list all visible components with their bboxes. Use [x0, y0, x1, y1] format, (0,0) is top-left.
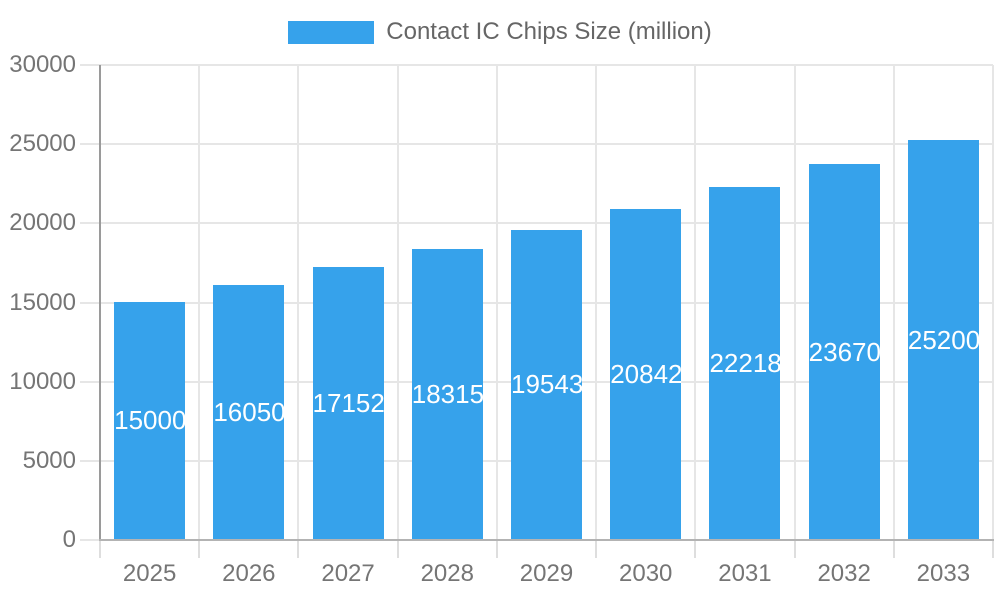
v-gridline	[396, 65, 399, 540]
x-tick-label: 2026	[222, 560, 276, 587]
x-tick-mark	[99, 540, 101, 558]
bar-value-label: 20842	[610, 359, 683, 390]
bar-2027[interactable]: 17152	[312, 267, 385, 539]
y-tick-label: 25000	[9, 130, 76, 158]
x-axis-line	[99, 539, 994, 541]
legend-item[interactable]: Contact IC Chips Size (million)	[0, 17, 1000, 47]
bar-value-label: 16050	[213, 396, 286, 427]
v-gridline	[892, 65, 895, 540]
y-tick-label: 0	[62, 526, 76, 553]
y-tick-mark	[80, 539, 100, 541]
bar-value-label: 23670	[808, 336, 881, 367]
bar-value-label: 15000	[114, 405, 187, 436]
y-tick-label: 30000	[9, 51, 76, 78]
y-tick-label: 10000	[9, 367, 76, 395]
x-tick-mark	[595, 540, 598, 558]
legend-label: Contact IC Chips Size (million)	[386, 18, 712, 45]
x-tick-label: 2033	[916, 560, 971, 587]
x-tick-mark	[892, 540, 895, 558]
bar-value-label: 25200	[907, 324, 981, 355]
bar-2026[interactable]: 16050	[213, 284, 286, 539]
h-gridline	[100, 64, 993, 66]
y-tick-label: 20000	[9, 209, 76, 237]
plot-area: 0 5000 10000 15000 20000 25000 30000 15000 2025 1…	[9, 52, 994, 587]
x-tick-mark	[793, 540, 796, 558]
x-tick-mark	[992, 540, 994, 558]
bar-2033[interactable]: 25200	[907, 140, 981, 539]
v-gridline	[793, 65, 796, 540]
v-gridline	[297, 65, 300, 540]
x-tick-label: 2029	[519, 560, 574, 587]
x-tick-mark	[495, 540, 498, 558]
bar-2030[interactable]: 20842	[610, 209, 683, 539]
v-gridline	[198, 65, 201, 540]
y-tick-mark	[80, 143, 100, 146]
y-tick-mark	[80, 64, 100, 66]
bar-2028[interactable]: 18315	[411, 249, 485, 539]
x-tick-mark	[198, 540, 201, 558]
bar-value-label: 17152	[312, 388, 385, 419]
bar-value-label: 22218	[709, 348, 782, 379]
h-gridline	[100, 143, 993, 146]
v-gridline	[495, 65, 498, 540]
x-tick-mark	[396, 540, 399, 558]
y-tick-mark	[80, 459, 100, 462]
x-tick-mark	[694, 540, 697, 558]
y-axis-line	[99, 65, 101, 540]
x-tick-label: 2030	[619, 560, 673, 587]
v-gridline	[992, 65, 994, 540]
y-tick-mark	[80, 222, 100, 225]
bar-value-label: 18315	[411, 379, 485, 410]
y-tick-mark	[80, 301, 100, 304]
x-tick-label: 2032	[817, 560, 871, 587]
x-tick-label: 2028	[420, 560, 474, 587]
y-tick-label: 15000	[9, 288, 76, 316]
bar-value-label: 19543	[511, 369, 584, 400]
x-tick-label: 2025	[122, 560, 177, 587]
v-gridline	[694, 65, 697, 540]
y-tick-mark	[80, 380, 100, 383]
bar-2029[interactable]: 19543	[511, 229, 584, 539]
x-tick-mark	[297, 540, 300, 558]
v-gridline	[595, 65, 598, 540]
bar-2025[interactable]: 15000	[114, 301, 187, 539]
y-tick-label: 5000	[22, 446, 76, 474]
bar-2032[interactable]: 23670	[808, 164, 881, 539]
legend-swatch	[288, 20, 375, 44]
bar-2031[interactable]: 22218	[709, 187, 782, 539]
x-tick-label: 2027	[321, 560, 375, 587]
h-gridline	[100, 222, 993, 225]
x-tick-label: 2031	[718, 560, 772, 587]
